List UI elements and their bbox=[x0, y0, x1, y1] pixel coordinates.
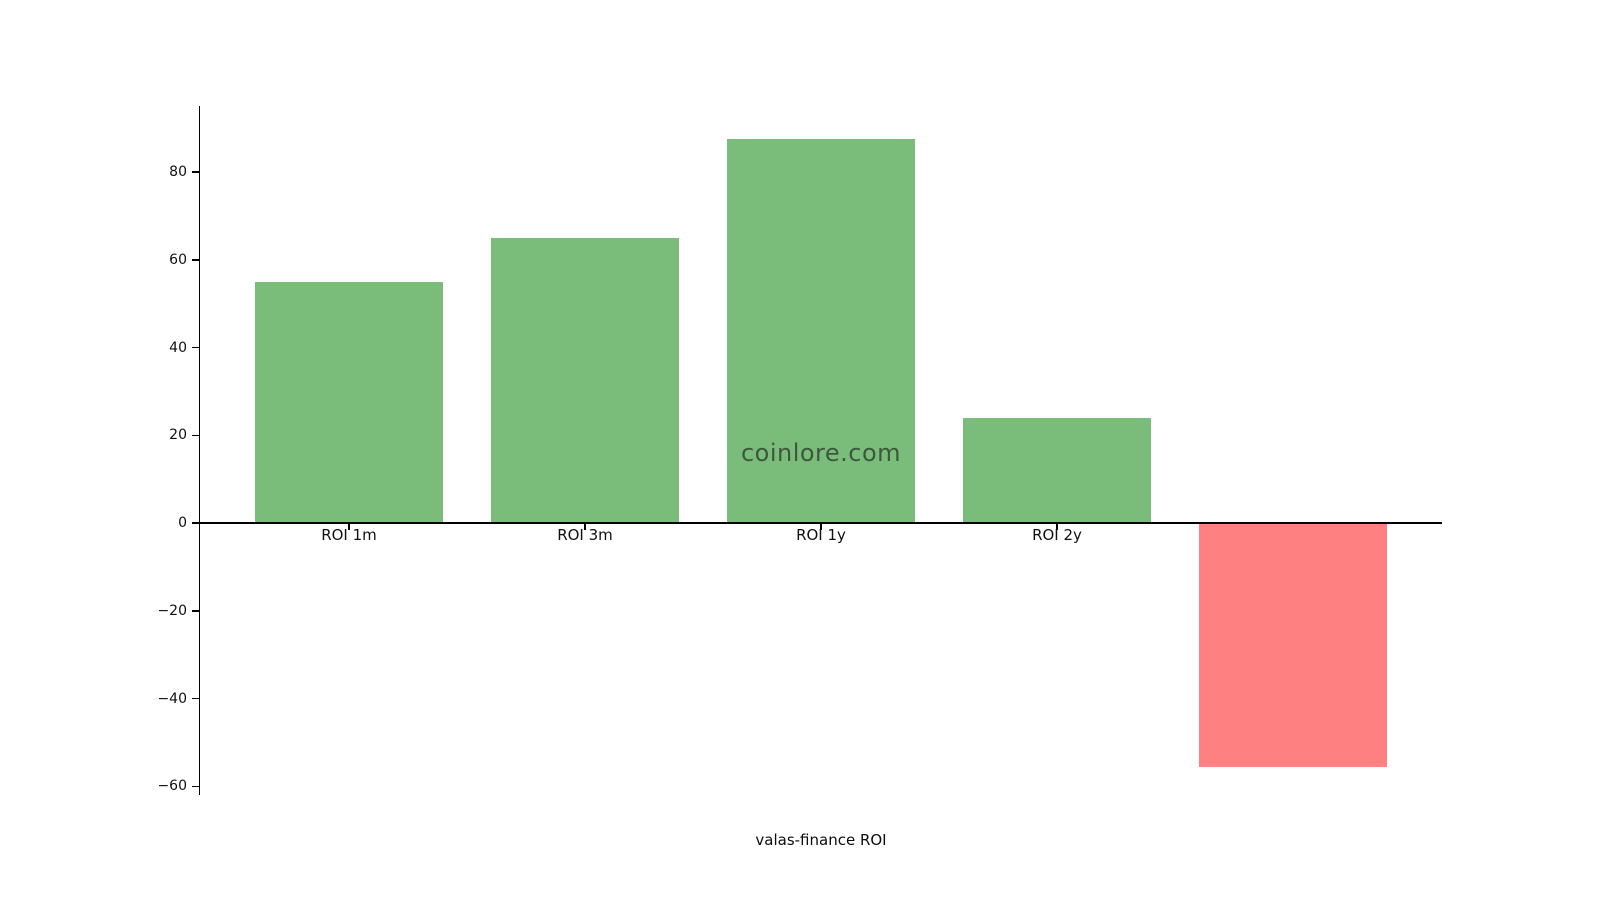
bar-roi-4 bbox=[1199, 523, 1387, 767]
bar-roi-3m bbox=[491, 237, 679, 523]
bar-roi-2y bbox=[963, 417, 1151, 523]
y-tick-mark bbox=[191, 171, 199, 173]
watermark-text: coinlore.com bbox=[740, 439, 902, 467]
y-tick-label: −60 bbox=[157, 778, 187, 795]
y-tick-label: −40 bbox=[157, 690, 187, 707]
y-tick-label: 60 bbox=[169, 251, 187, 268]
y-tick-label: 0 bbox=[178, 515, 187, 531]
x-tick-label: ROI 2y bbox=[1032, 526, 1082, 544]
x-tick-label: ROI 1m bbox=[321, 526, 377, 544]
x-tick-mark bbox=[820, 523, 822, 530]
y-tick-mark bbox=[191, 522, 199, 524]
y-tick-mark bbox=[191, 346, 199, 349]
y-tick-label: 20 bbox=[169, 427, 187, 444]
y-tick-label: −20 bbox=[157, 602, 187, 619]
bar-roi-1m bbox=[255, 281, 443, 523]
y-tick-label: 40 bbox=[169, 339, 187, 356]
y-tick-mark bbox=[191, 697, 199, 700]
bar-roi-1y bbox=[727, 139, 915, 523]
x-tick-mark bbox=[1056, 523, 1058, 530]
x-tick-mark bbox=[584, 523, 586, 530]
x-tick-label: ROI 1y bbox=[796, 526, 846, 544]
y-tick-mark bbox=[191, 259, 199, 261]
y-tick-mark bbox=[191, 434, 199, 436]
y-axis-spine bbox=[198, 106, 200, 796]
chart-xlabel: valas-finance ROI bbox=[755, 831, 887, 849]
y-tick-label: 80 bbox=[169, 164, 187, 180]
x-tick-mark bbox=[348, 523, 350, 530]
y-tick-mark bbox=[191, 785, 199, 787]
y-tick-mark bbox=[191, 610, 199, 612]
x-tick-label: ROI 3m bbox=[557, 526, 613, 544]
